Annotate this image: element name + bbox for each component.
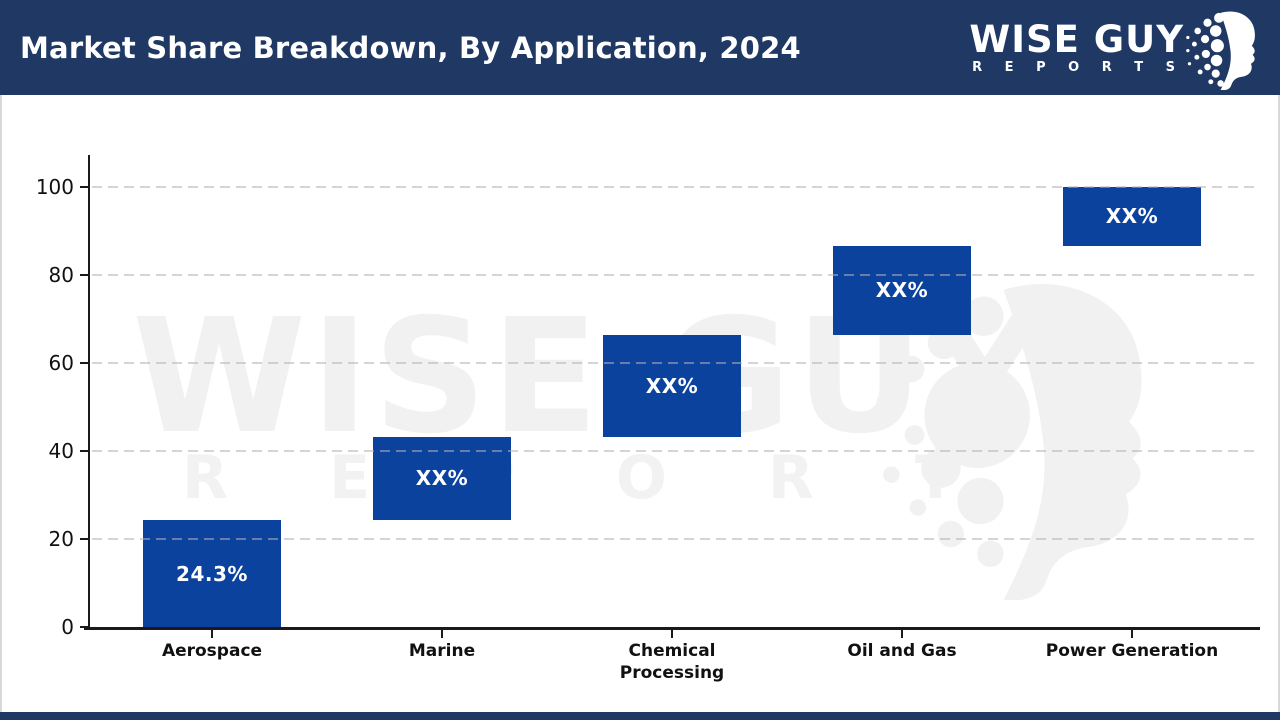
- category-label-3: Chemical Processing: [619, 641, 725, 683]
- bar-value-label: XX%: [875, 278, 929, 303]
- head-dots-icon: [1186, 11, 1255, 90]
- brand-wordmark: WISE GUY R E P O R T S: [969, 18, 1184, 75]
- category-label-5: Power Generation: [1045, 641, 1219, 661]
- y-tick: [80, 538, 88, 540]
- wiseguy-wordmark: WISE GUY: [969, 18, 1184, 61]
- footer-bar: [0, 712, 1280, 720]
- y-tick-label: 100: [35, 175, 74, 199]
- y-tick: [80, 450, 88, 452]
- x-tick: [671, 630, 673, 638]
- bar-value-label: XX%: [415, 466, 469, 491]
- x-tick: [901, 630, 903, 638]
- y-tick: [80, 362, 88, 364]
- header-bar: Market Share Breakdown, By Application, …: [0, 0, 1280, 95]
- bar-oil-and-gas: XX%: [833, 245, 971, 335]
- page-title: Market Share Breakdown, By Application, …: [20, 30, 801, 65]
- y-tick-label: 20: [48, 527, 74, 551]
- category-label-4: Oil and Gas: [847, 641, 957, 661]
- bar-power-generation: XX%: [1063, 187, 1201, 246]
- chart-area: WISE GUY R E P O R T S 24.3% XX% XX% XX% XX%…: [0, 95, 1280, 712]
- y-axis: [88, 155, 90, 629]
- gridline-20: [92, 538, 1260, 540]
- bar-value-label: XX%: [1105, 204, 1159, 229]
- y-tick-label: 0: [61, 615, 74, 639]
- y-tick-label: 80: [48, 263, 74, 287]
- x-tick: [211, 630, 213, 638]
- gridline-100: [92, 186, 1260, 188]
- y-tick: [80, 186, 88, 188]
- x-tick: [1131, 630, 1133, 638]
- category-label-2: Marine: [408, 641, 476, 661]
- category-label-1: Aerospace: [161, 641, 263, 661]
- bar-value-label: 24.3%: [176, 561, 248, 586]
- gridline-60: [92, 362, 1260, 364]
- bar-aerospace: 24.3%: [143, 520, 281, 627]
- bar-chemical-processing: XX%: [603, 334, 741, 437]
- gridline-40: [92, 450, 1260, 452]
- y-tick-label: 60: [48, 351, 74, 375]
- y-tick-label: 40: [48, 439, 74, 463]
- bar-value-label: XX%: [645, 373, 699, 398]
- x-tick: [441, 630, 443, 638]
- y-tick: [80, 626, 88, 628]
- gridline-80: [92, 274, 1260, 276]
- reports-wordmark: R E P O R T S: [972, 60, 1184, 75]
- x-axis: [84, 627, 1260, 630]
- y-tick: [80, 274, 88, 276]
- brand-logo: WISE GUY R E P O R T S: [969, 6, 1262, 90]
